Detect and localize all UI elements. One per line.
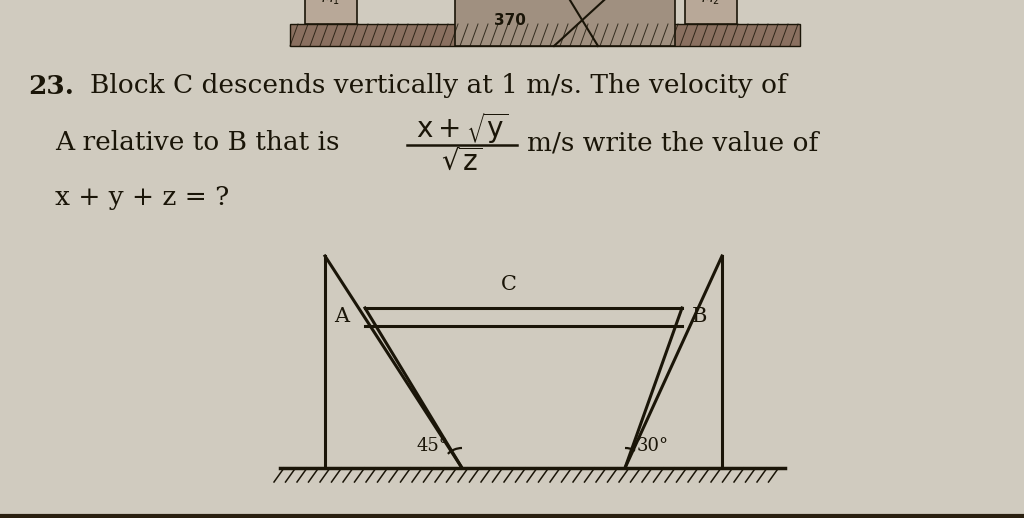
Bar xyxy=(685,0,737,24)
Text: Block C descends vertically at 1 m/s. The velocity of: Block C descends vertically at 1 m/s. Th… xyxy=(90,74,786,98)
Polygon shape xyxy=(290,24,800,46)
Text: $M_1$: $M_1$ xyxy=(322,0,341,7)
Text: m/s write the value of: m/s write the value of xyxy=(527,131,818,155)
Bar xyxy=(455,0,675,46)
Text: 370: 370 xyxy=(494,13,526,28)
Text: A relative to B that is: A relative to B that is xyxy=(55,131,348,155)
Text: x + y + z = ?: x + y + z = ? xyxy=(55,185,229,210)
Text: C: C xyxy=(501,275,516,294)
Text: 23.: 23. xyxy=(28,74,74,98)
Text: 45°: 45° xyxy=(416,437,447,455)
Bar xyxy=(305,0,357,24)
Text: $\mathrm{x} + \sqrt{\mathrm{y}}$: $\mathrm{x} + \sqrt{\mathrm{y}}$ xyxy=(416,110,508,146)
Text: $\sqrt{\mathrm{z}}$: $\sqrt{\mathrm{z}}$ xyxy=(441,148,482,176)
Text: $M_2$: $M_2$ xyxy=(701,0,721,7)
Text: A: A xyxy=(334,308,349,326)
Text: B: B xyxy=(692,308,708,326)
Text: 30°: 30° xyxy=(637,437,669,455)
